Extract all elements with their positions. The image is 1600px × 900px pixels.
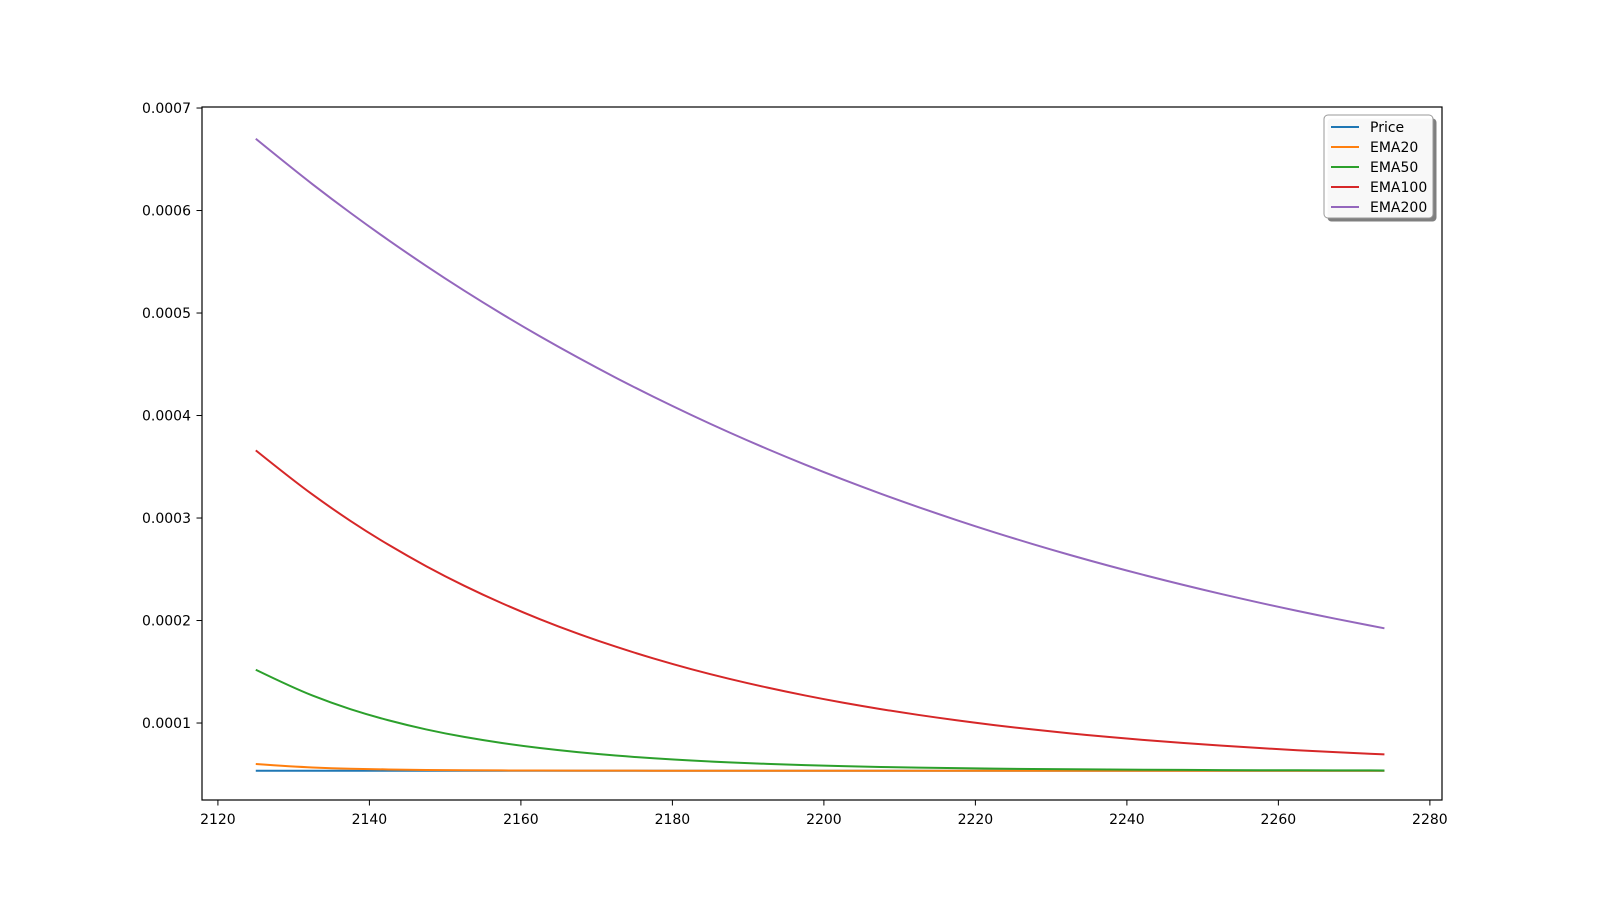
series-line-ema100	[255, 449, 1385, 756]
x-axis-tick-label: 2260	[1261, 812, 1297, 828]
y-axis-tick-label: 0.0003	[142, 511, 191, 527]
legend-box	[1323, 114, 1434, 219]
y-axis-tick-label: 0.0002	[142, 614, 191, 630]
legend-label-ema20: EMA20	[1370, 140, 1418, 156]
series-line-ema200	[255, 137, 1385, 630]
legend-label-ema50: EMA50	[1370, 160, 1418, 176]
legend: Price EMA20 EMA50 EMA100 EMA200	[1323, 114, 1437, 222]
y-axis-tick-label: 0.0006	[142, 204, 191, 220]
x-axis-tick-label: 2140	[352, 812, 388, 828]
x-axis-tick-label: 2120	[200, 812, 236, 828]
y-axis-tick-label: 0.0005	[142, 306, 191, 322]
x-axis-tick-label: 2160	[503, 812, 539, 828]
series-line-ema50	[255, 668, 1385, 772]
plot-border	[201, 106, 1443, 801]
legend-label-ema200: EMA200	[1370, 200, 1427, 216]
x-axis-tick-label: 2200	[806, 812, 842, 828]
legend-label-price: Price	[1370, 120, 1404, 136]
y-axis-tick-label: 0.0007	[142, 101, 191, 117]
y-axis-tick-label: 0.0001	[142, 716, 191, 732]
x-axis-tick-label: 2280	[1412, 812, 1448, 828]
x-axis-tick-label: 2240	[1109, 812, 1145, 828]
x-axis-tick-label: 2180	[655, 812, 691, 828]
legend-label-ema100: EMA100	[1370, 180, 1427, 196]
x-axis-tick-label: 2220	[958, 812, 994, 828]
y-axis-tick-label: 0.0004	[142, 409, 191, 425]
